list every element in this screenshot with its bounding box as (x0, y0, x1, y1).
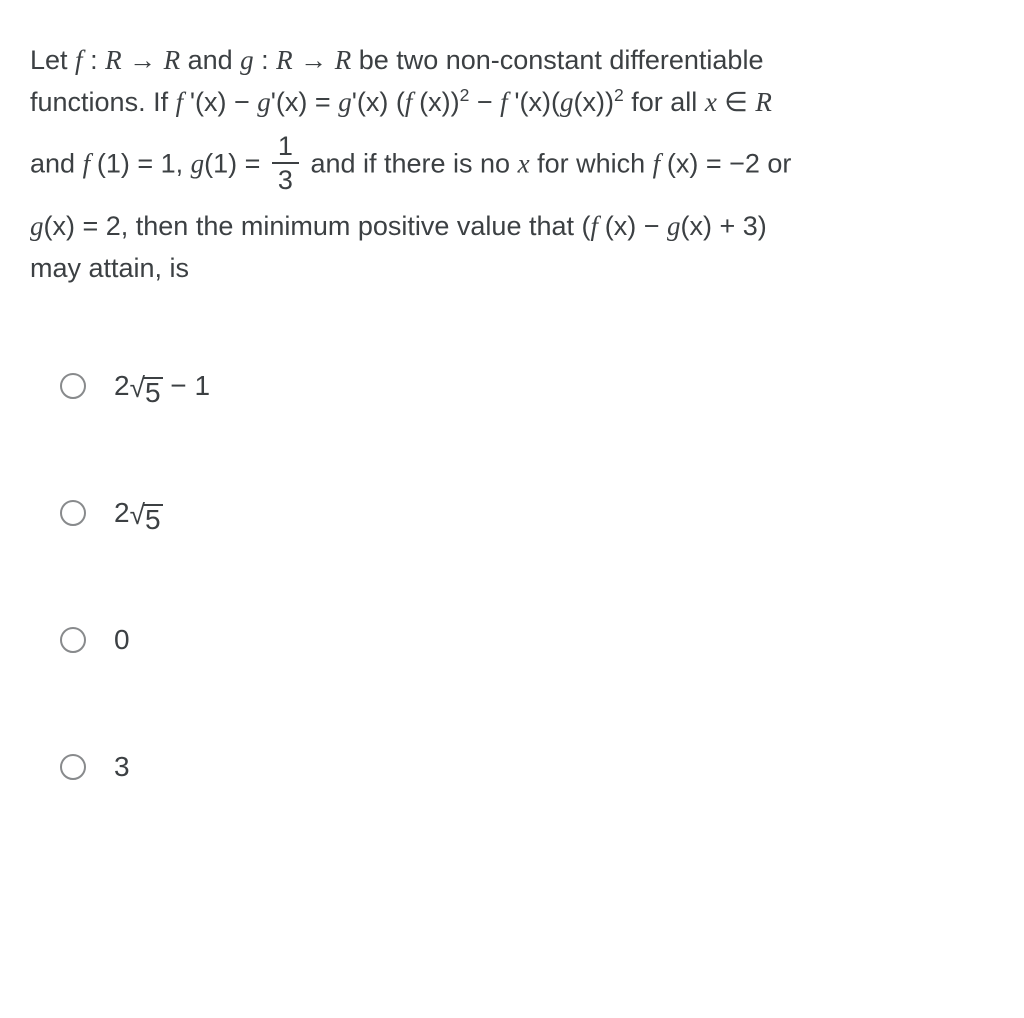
options-list: 2√5 − 1 2√5 0 3 (30, 370, 994, 783)
sqrt: √5 (130, 501, 163, 531)
question-line-5: may attain, is (30, 248, 994, 290)
radio-icon[interactable] (60, 500, 86, 526)
op: ∈ (717, 87, 756, 117)
text: = −2 or (698, 148, 791, 178)
text: + 3) (712, 211, 767, 241)
question-page: Let f : R → R and g : R → R be two non-c… (0, 0, 1024, 813)
option-label: 2√5 (114, 497, 163, 529)
question-line-4: g(x) = 2, then the minimum positive valu… (30, 206, 994, 248)
fraction: 13 (272, 130, 299, 197)
text: Let (30, 45, 75, 75)
text: : (254, 45, 277, 75)
arg: (x) (276, 87, 307, 117)
text: and (30, 148, 83, 178)
arg: (x) (681, 211, 712, 241)
var-f: f (176, 87, 190, 117)
set-R: R (164, 45, 181, 75)
option-1[interactable]: 2√5 − 1 (60, 370, 994, 402)
question-text: Let f : R → R and g : R → R be two non-c… (30, 40, 994, 290)
op: − (469, 87, 500, 117)
option-3[interactable]: 0 (60, 624, 994, 656)
question-line-3: and f (1) = 1, g(1) = 13 and if there is… (30, 132, 994, 199)
text: : (83, 45, 106, 75)
question-line-1: Let f : R → R and g : R → R be two non-c… (30, 40, 994, 82)
arg: (x) (44, 211, 75, 241)
text: 3 (114, 751, 130, 782)
op: = (307, 87, 338, 117)
var-f: f (75, 45, 83, 75)
var-f: f (405, 87, 419, 117)
text: for which (530, 148, 653, 178)
paren: ( (396, 87, 405, 117)
option-label: 2√5 − 1 (114, 370, 210, 402)
text: 0 (114, 624, 130, 655)
arg: (x) (357, 87, 396, 117)
set-R: R (755, 87, 772, 117)
var-g: g (560, 87, 574, 117)
set-R: R (105, 45, 122, 75)
var-g: g (338, 87, 352, 117)
radio-icon[interactable] (60, 373, 86, 399)
text: be two non-constant differentiable (351, 45, 763, 75)
arg: (x) (419, 87, 450, 117)
option-label: 3 (114, 751, 130, 783)
arg: (x) (667, 148, 698, 178)
text: (1) = 1, (97, 148, 191, 178)
option-label: 0 (114, 624, 130, 656)
numerator: 1 (272, 130, 299, 164)
text: for all (624, 87, 705, 117)
text: 2 (114, 497, 130, 528)
var-g: g (667, 211, 681, 241)
arg: (x) (605, 211, 636, 241)
text: and (180, 45, 240, 75)
paren: ) (605, 87, 614, 117)
radio-icon[interactable] (60, 754, 86, 780)
denominator: 3 (272, 164, 299, 196)
paren: ) (451, 87, 460, 117)
var-f: f (500, 87, 514, 117)
var-g: g (191, 148, 205, 178)
option-2[interactable]: 2√5 (60, 497, 994, 529)
set-R: R (276, 45, 293, 75)
var-g: g (30, 211, 44, 241)
option-4[interactable]: 3 (60, 751, 994, 783)
var-x: x (705, 87, 717, 117)
text: − 1 (163, 370, 210, 401)
radio-icon[interactable] (60, 627, 86, 653)
set-R: R (335, 45, 352, 75)
arrow: → (293, 45, 335, 75)
var-g: g (240, 45, 254, 75)
text: may attain, is (30, 253, 189, 283)
radicand: 5 (143, 377, 163, 407)
arg: (x) (520, 87, 551, 117)
text: = 2, then the minimum positive value tha… (75, 211, 591, 241)
arg: (x) (195, 87, 226, 117)
op: − (226, 87, 257, 117)
exponent: 2 (614, 85, 624, 105)
arrow: → (122, 45, 164, 75)
question-line-2: functions. If f '(x) − g'(x) = g'(x) (f … (30, 82, 994, 124)
sqrt: √5 (130, 374, 163, 404)
var-x: x (518, 148, 530, 178)
arg: (x) (574, 87, 605, 117)
text: (1) = (204, 148, 268, 178)
op: − (636, 211, 667, 241)
text: 2 (114, 370, 130, 401)
var-g: g (257, 87, 271, 117)
text: functions. If (30, 87, 176, 117)
var-f: f (653, 148, 667, 178)
exponent: 2 (460, 85, 470, 105)
radicand: 5 (143, 504, 163, 534)
paren: ( (551, 87, 560, 117)
var-f: f (83, 148, 97, 178)
var-f: f (591, 211, 605, 241)
text: and if there is no (303, 148, 518, 178)
